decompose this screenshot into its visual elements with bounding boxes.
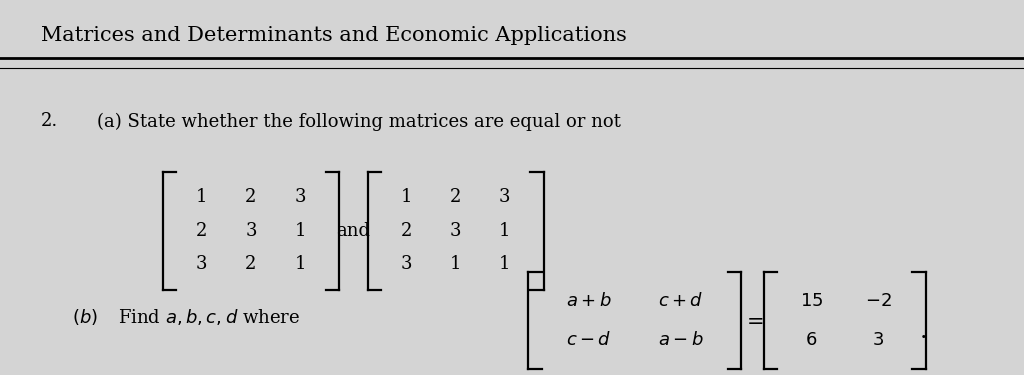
Text: $6$: $6$ (806, 332, 817, 350)
Text: 1: 1 (499, 255, 511, 273)
Text: $=$: $=$ (742, 311, 763, 330)
Text: 2.: 2. (41, 112, 58, 130)
Text: 3: 3 (245, 222, 257, 240)
Text: $c-d$: $c-d$ (566, 332, 611, 350)
Text: Matrices and Determinants and Economic Applications: Matrices and Determinants and Economic A… (41, 26, 627, 45)
Text: $c+d$: $c+d$ (658, 292, 703, 310)
Text: 1: 1 (400, 188, 413, 206)
Text: 1: 1 (294, 255, 306, 273)
Text: 2: 2 (450, 188, 462, 206)
Text: 3: 3 (294, 188, 306, 206)
Text: 1: 1 (196, 188, 208, 206)
Text: 3: 3 (450, 222, 462, 240)
Text: .: . (920, 320, 927, 344)
Text: Find $a, b, c, d$ where: Find $a, b, c, d$ where (118, 307, 300, 327)
Text: 2: 2 (245, 188, 257, 206)
Text: $3$: $3$ (872, 332, 884, 350)
Text: (a) State whether the following matrices are equal or not: (a) State whether the following matrices… (97, 112, 622, 131)
Text: 1: 1 (294, 222, 306, 240)
Text: $-2$: $-2$ (864, 292, 892, 310)
Text: $15$: $15$ (800, 292, 823, 310)
Text: 2: 2 (196, 222, 208, 240)
Text: 1: 1 (499, 222, 511, 240)
Text: $(b)$: $(b)$ (72, 307, 97, 327)
Text: 3: 3 (499, 188, 511, 206)
Text: and: and (336, 222, 371, 240)
Text: 1: 1 (450, 255, 462, 273)
Text: 2: 2 (400, 222, 413, 240)
Text: 3: 3 (196, 255, 208, 273)
Text: $a+b$: $a+b$ (566, 292, 611, 310)
Text: $a-b$: $a-b$ (658, 332, 703, 350)
Text: 2: 2 (245, 255, 257, 273)
Text: 3: 3 (400, 255, 413, 273)
